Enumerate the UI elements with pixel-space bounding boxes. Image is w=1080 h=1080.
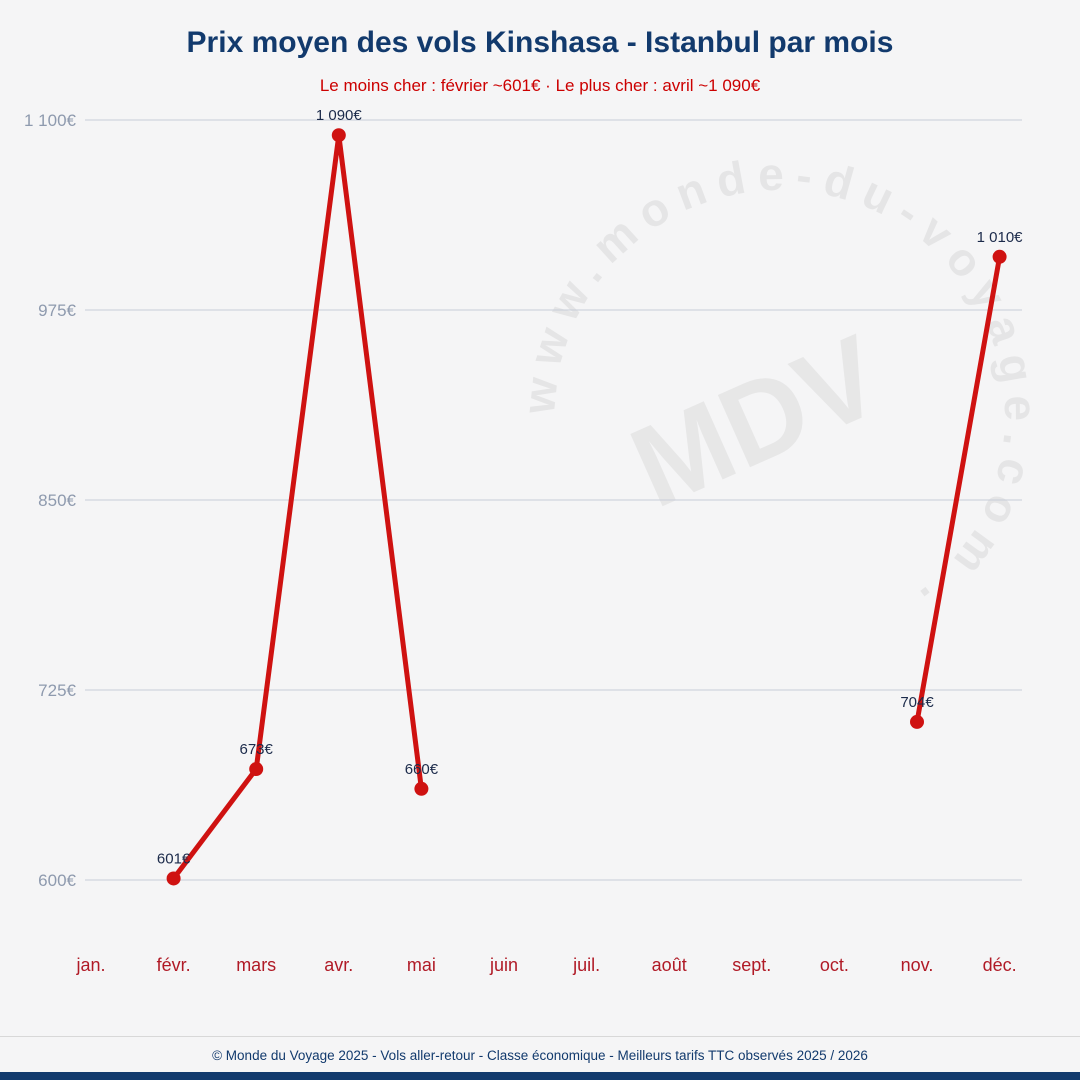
point-label: 1 010€	[977, 229, 1024, 246]
point-label: 704€	[900, 694, 934, 711]
month-label: déc.	[983, 955, 1017, 975]
month-label: oct.	[820, 955, 849, 975]
point-label: 673€	[240, 741, 274, 758]
watermark-center-text: MDV	[614, 311, 900, 532]
month-label: avr.	[324, 955, 353, 975]
y-axis-label: 725€	[38, 681, 76, 700]
month-label: mai	[407, 955, 436, 975]
month-label: sept.	[732, 955, 771, 975]
chart-title: Prix moyen des vols Kinshasa - Istanbul …	[186, 26, 894, 59]
month-label: juin	[489, 955, 518, 975]
price-line	[171, 132, 424, 881]
footer-separator	[0, 1036, 1080, 1037]
y-axis-label: 975€	[38, 301, 76, 320]
month-label: août	[652, 955, 687, 975]
data-point	[910, 714, 924, 729]
y-axis-label: 600€	[38, 871, 76, 890]
price-line	[914, 254, 1003, 725]
y-axis-label: 850€	[38, 491, 76, 510]
point-label: 1 090€	[316, 107, 363, 124]
chart-subtitle: Le moins cher : février ~601€ · Le plus …	[319, 76, 761, 95]
footer-text: © Monde du Voyage 2025 - Vols aller-reto…	[212, 1048, 868, 1063]
footer-accent-bar	[0, 1072, 1080, 1080]
point-label: 660€	[405, 761, 439, 778]
watermark: www.monde-du-voyage.com . MDV	[512, 148, 1036, 633]
y-axis-label: 1 100€	[24, 111, 77, 130]
point-label: 601€	[157, 850, 191, 867]
month-label: nov.	[901, 955, 934, 975]
month-label: mars	[236, 955, 276, 975]
month-label: jan.	[75, 955, 105, 975]
data-point	[331, 128, 346, 143]
month-label: févr.	[157, 955, 191, 975]
data-point	[166, 871, 181, 886]
data-point	[992, 249, 1007, 264]
data-point	[249, 762, 264, 777]
data-point	[414, 781, 429, 796]
month-label: juil.	[572, 955, 600, 975]
